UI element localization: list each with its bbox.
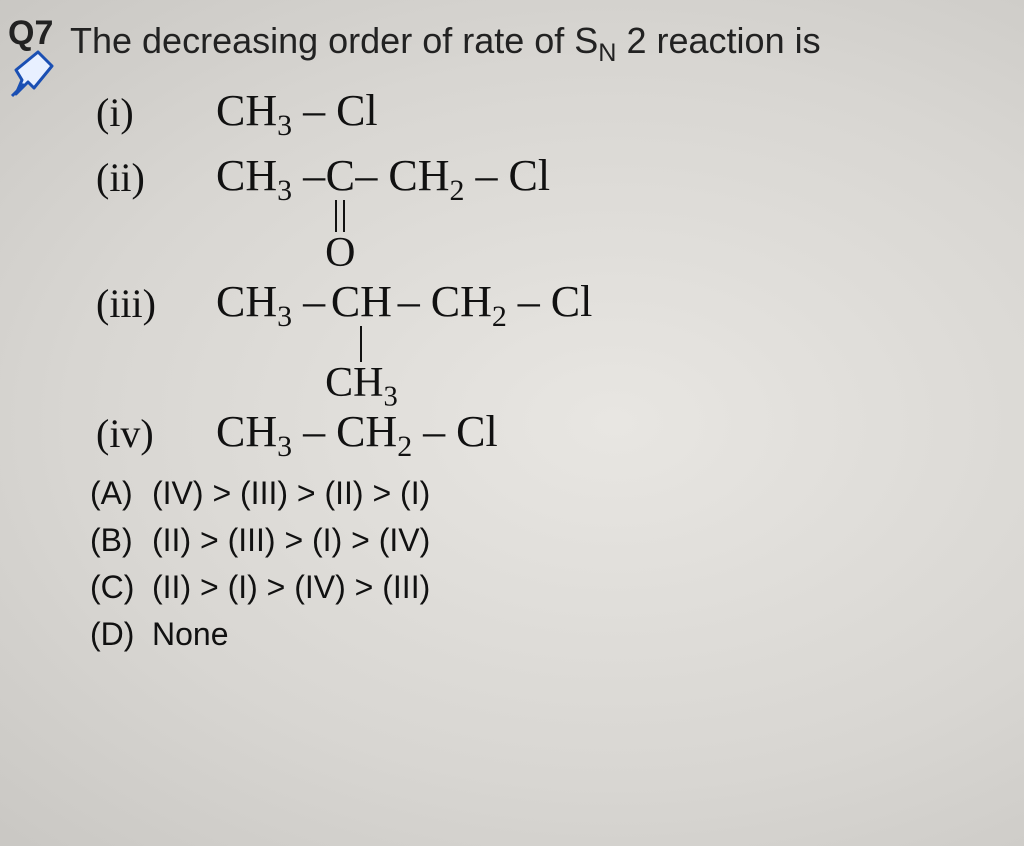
option-value: (IV) > (III) > (II) > (I) bbox=[152, 475, 430, 512]
option-b[interactable]: (B) (II) > (III) > (I) > (IV) bbox=[90, 522, 1002, 559]
single-bond bbox=[360, 326, 362, 362]
question-number: Q7 bbox=[8, 14, 53, 53]
chem-formula-4: CH3 – CH2 – Cl bbox=[216, 410, 498, 454]
compound-item: (iii) CH3 – CH CH3 – CH2 – Cl bbox=[96, 280, 1002, 404]
question-sub: N bbox=[598, 39, 616, 67]
oxygen-atom: O bbox=[325, 232, 355, 274]
option-c[interactable]: (C) (II) > (I) > (IV) > (III) bbox=[90, 569, 1002, 606]
roman-numeral: (iii) bbox=[96, 280, 176, 327]
chem-formula-2: CH3 – C O – CH2 – Cl bbox=[216, 154, 550, 274]
compound-item: (i) CH3 – Cl bbox=[96, 89, 1002, 136]
compound-item: (ii) CH3 – C O – CH2 – Cl bbox=[96, 154, 1002, 274]
roman-numeral: (i) bbox=[96, 89, 176, 136]
option-value: (II) > (III) > (I) > (IV) bbox=[152, 522, 430, 559]
option-label: (C) bbox=[90, 569, 138, 606]
double-bond bbox=[335, 200, 345, 232]
methyl-group: CH3 bbox=[325, 362, 398, 404]
question-text: The decreasing order of rate of SN 2 rea… bbox=[70, 18, 1002, 65]
option-a[interactable]: (A) (IV) > (III) > (II) > (I) bbox=[90, 475, 1002, 512]
answer-options: (A) (IV) > (III) > (II) > (I) (B) (II) >… bbox=[90, 475, 1002, 653]
roman-numeral: (iv) bbox=[96, 410, 176, 457]
option-label: (B) bbox=[90, 522, 138, 559]
option-value: (II) > (I) > (IV) > (III) bbox=[152, 569, 430, 606]
question-prefix: The decreasing order of rate of S bbox=[70, 20, 598, 61]
compound-list: (i) CH3 – Cl (ii) CH3 – C O – CH2 – Cl bbox=[96, 89, 1002, 457]
chem-formula-1: CH3 – Cl bbox=[216, 89, 378, 133]
option-d[interactable]: (D) None bbox=[90, 616, 1002, 653]
question-after: 2 reaction is bbox=[617, 20, 821, 61]
option-label: (D) bbox=[90, 616, 138, 653]
compound-item: (iv) CH3 – CH2 – Cl bbox=[96, 410, 1002, 457]
roman-numeral: (ii) bbox=[96, 154, 176, 201]
page: Q7 The decreasing order of rate of SN 2 … bbox=[0, 0, 1024, 846]
chem-formula-3: CH3 – CH CH3 – CH2 – Cl bbox=[216, 280, 592, 404]
option-value: None bbox=[152, 616, 229, 653]
pin-icon bbox=[8, 50, 62, 104]
option-label: (A) bbox=[90, 475, 138, 512]
